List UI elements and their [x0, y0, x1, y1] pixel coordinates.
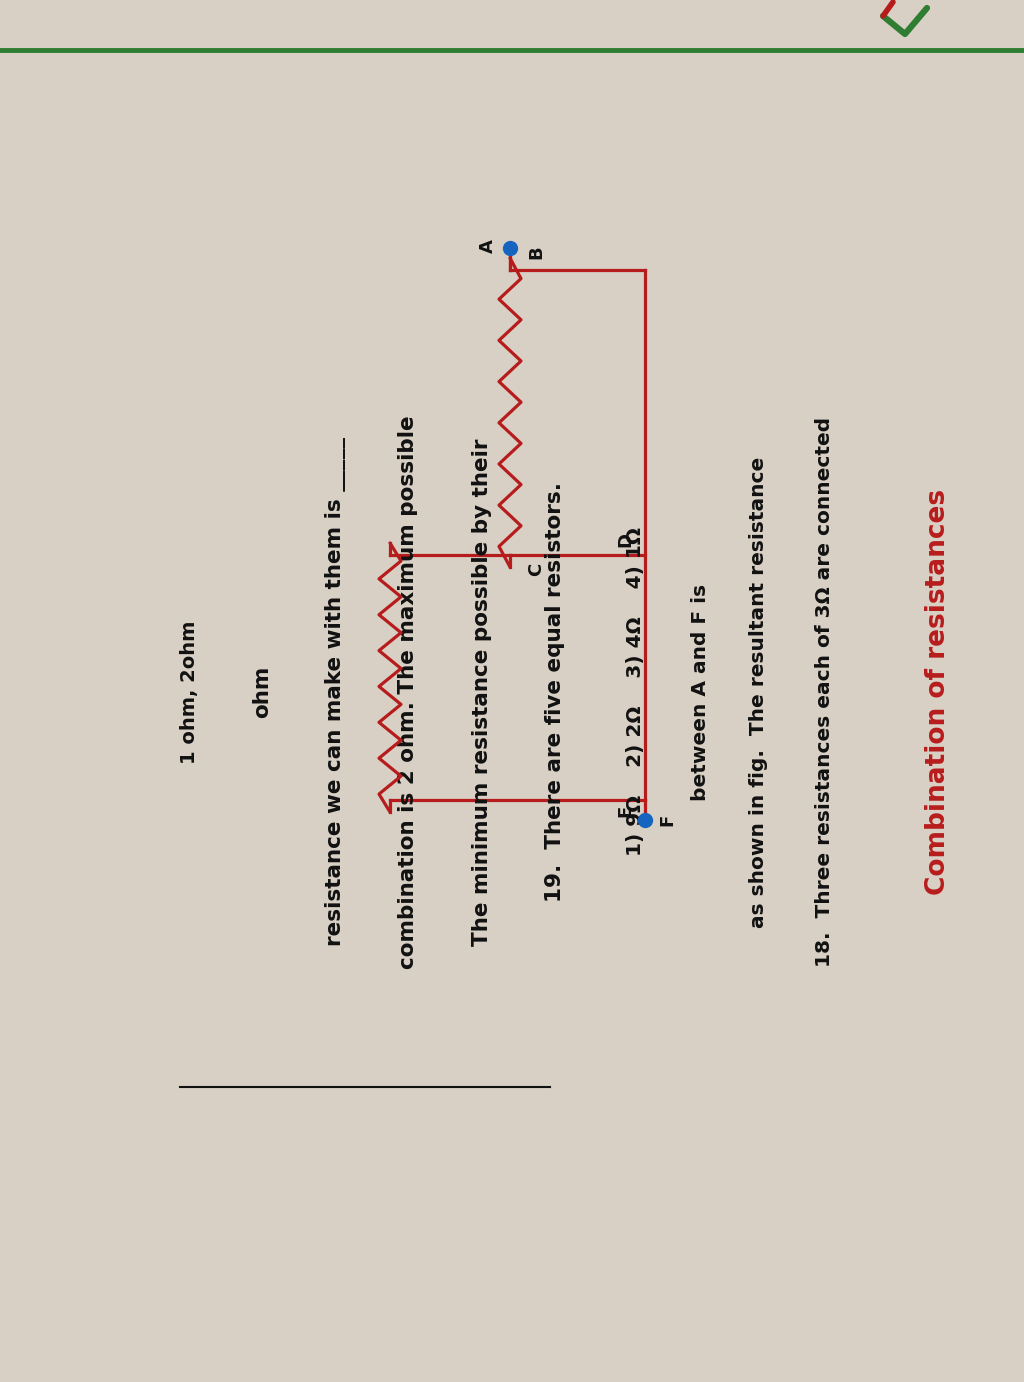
Text: combination is 2 ohm. The maximum possible: combination is 2 ohm. The maximum possib… — [398, 415, 418, 969]
Text: E: E — [616, 804, 634, 817]
Text: Combination of resistances: Combination of resistances — [925, 489, 951, 896]
Text: 18.  Three resistances each of 3Ω are connected: 18. Three resistances each of 3Ω are con… — [815, 417, 835, 967]
Text: 19.  There are five equal resistors.: 19. There are five equal resistors. — [545, 482, 565, 902]
Text: 1) 9Ω    2) 2Ω    3) 4Ω    4) 1Ω: 1) 9Ω 2) 2Ω 3) 4Ω 4) 1Ω — [626, 528, 644, 857]
Text: between A and F is: between A and F is — [690, 583, 710, 800]
Text: C: C — [527, 562, 545, 576]
Text: as shown in fig.  The resultant resistance: as shown in fig. The resultant resistanc… — [749, 456, 768, 927]
Text: B: B — [527, 245, 545, 258]
Text: A: A — [479, 239, 497, 253]
Text: ohm: ohm — [252, 666, 272, 719]
Text: The minimum resistance possible by their: The minimum resistance possible by their — [472, 438, 492, 945]
Text: F: F — [658, 814, 676, 826]
Text: D: D — [616, 532, 634, 546]
Text: 1 ohm, 2ohm: 1 ohm, 2ohm — [180, 621, 200, 764]
Text: resistance we can make with them is _____: resistance we can make with them is ____… — [325, 438, 345, 947]
